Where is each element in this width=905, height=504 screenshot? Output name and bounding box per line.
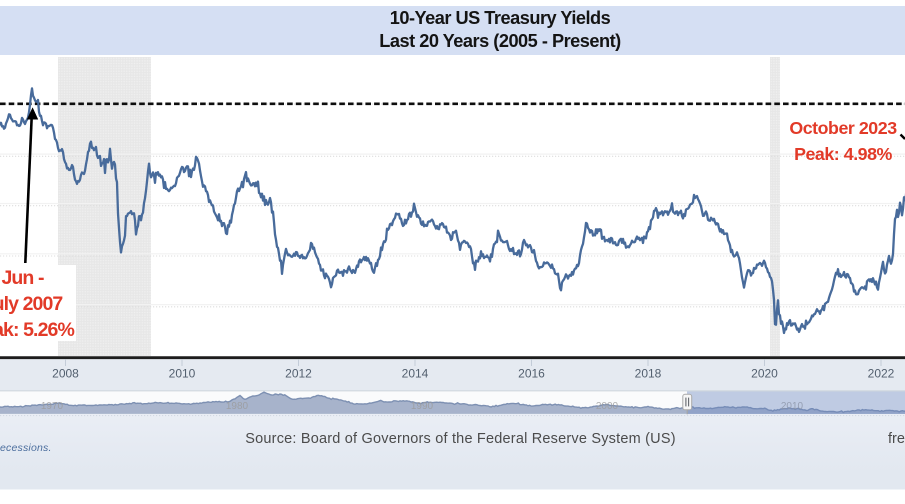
svg-text:2020: 2020 [751, 367, 778, 381]
svg-text:2012: 2012 [285, 367, 312, 381]
svg-text:2000: 2000 [596, 401, 619, 412]
svg-text:2010: 2010 [169, 367, 196, 381]
svg-text:2008: 2008 [52, 367, 79, 381]
svg-text:2018: 2018 [635, 367, 662, 381]
svg-text:2016: 2016 [518, 367, 545, 381]
svg-text:2010: 2010 [781, 401, 804, 412]
svg-text:2014: 2014 [402, 367, 429, 381]
svg-text:1980: 1980 [226, 401, 249, 412]
svg-text:2022: 2022 [868, 367, 895, 381]
svg-text:1970: 1970 [41, 401, 64, 412]
svg-text:1990: 1990 [411, 401, 434, 412]
